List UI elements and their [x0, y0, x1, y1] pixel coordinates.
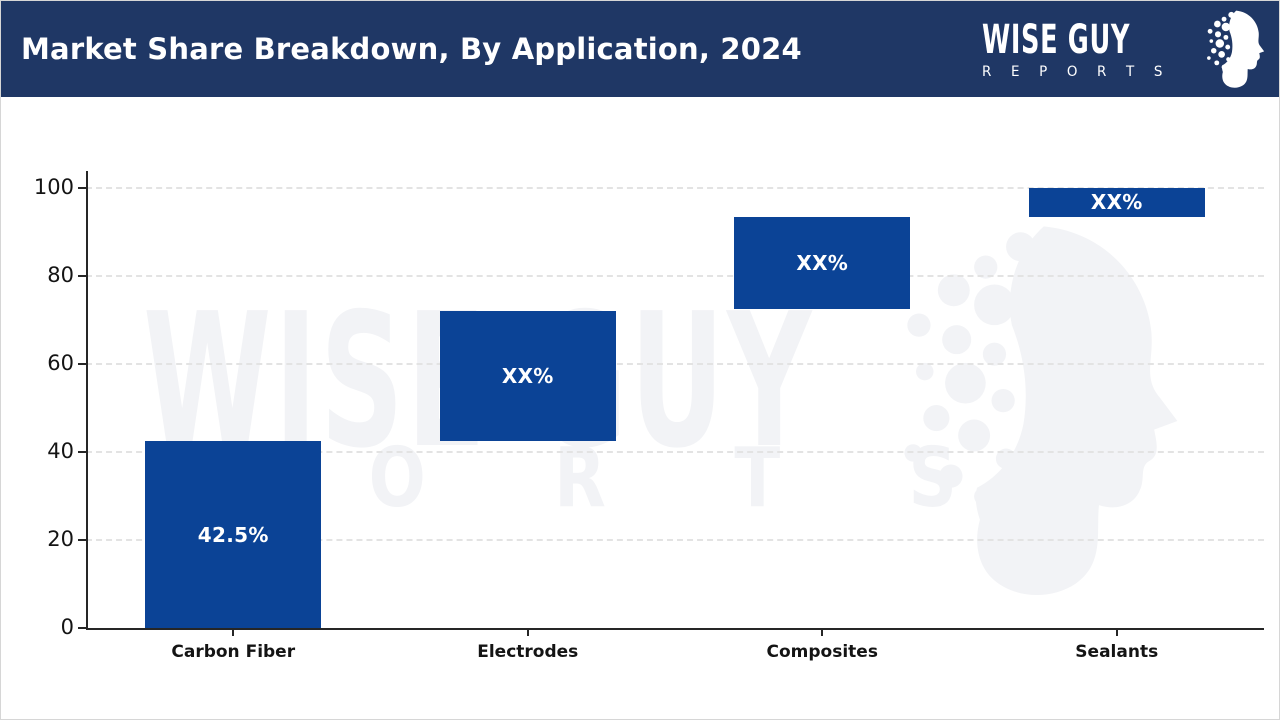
y-axis-tick-mark: [78, 187, 86, 189]
x-axis-tick-mark: [526, 628, 529, 636]
y-axis-tick-label: 100: [33, 175, 74, 199]
x-axis-category-label: Carbon Fiber: [171, 642, 296, 662]
y-axis-tick-label: 20: [47, 527, 74, 551]
bar-segment: XX%: [1028, 188, 1205, 217]
gridline: [86, 363, 1264, 365]
y-axis-tick-mark: [78, 275, 86, 277]
y-axis-line: [86, 171, 88, 630]
y-axis-tick-label: 0: [60, 615, 74, 639]
y-axis-tick-label: 80: [47, 263, 74, 287]
x-axis-tick-mark: [821, 628, 824, 636]
x-axis-category-label: Electrodes: [477, 642, 579, 662]
gridline: [86, 275, 1264, 277]
chart-title: Market Share Breakdown, By Application, …: [21, 32, 802, 66]
bar-value-label: XX%: [796, 250, 849, 275]
y-axis-tick-mark: [78, 627, 86, 629]
bar-value-label: XX%: [1090, 190, 1143, 215]
x-axis-category-label: Composites: [766, 642, 878, 662]
gridline: [86, 539, 1264, 541]
x-axis-category-label: Sealants: [1075, 642, 1159, 662]
y-axis-tick-mark: [78, 451, 86, 453]
x-axis-tick-mark: [232, 628, 235, 636]
brand-subname: R E P O R T S: [981, 63, 1170, 80]
y-axis-tick-mark: [78, 363, 86, 365]
bar-segment: XX%: [734, 216, 911, 309]
bar-segment: XX%: [439, 311, 616, 441]
brand-logo: WISE GUY R E P O R T S: [982, 7, 1271, 89]
brand-logo-text: WISE GUY R E P O R T S: [982, 17, 1213, 80]
bar-value-label: XX%: [501, 364, 554, 389]
bar-segment: 42.5%: [145, 441, 322, 628]
y-axis-tick-mark: [78, 539, 86, 541]
gridline: [86, 187, 1264, 189]
x-axis-line: [86, 628, 1264, 630]
y-axis-tick-label: 40: [47, 439, 74, 463]
x-axis-tick-mark: [1115, 628, 1118, 636]
head-profile-dots-icon: [1207, 10, 1265, 88]
gridline: [86, 451, 1264, 453]
brand-name: WISE GUY: [981, 16, 1130, 63]
y-axis-tick-label: 60: [47, 351, 74, 375]
bar-value-label: 42.5%: [197, 522, 269, 547]
header-band: Market Share Breakdown, By Application, …: [1, 1, 1279, 97]
